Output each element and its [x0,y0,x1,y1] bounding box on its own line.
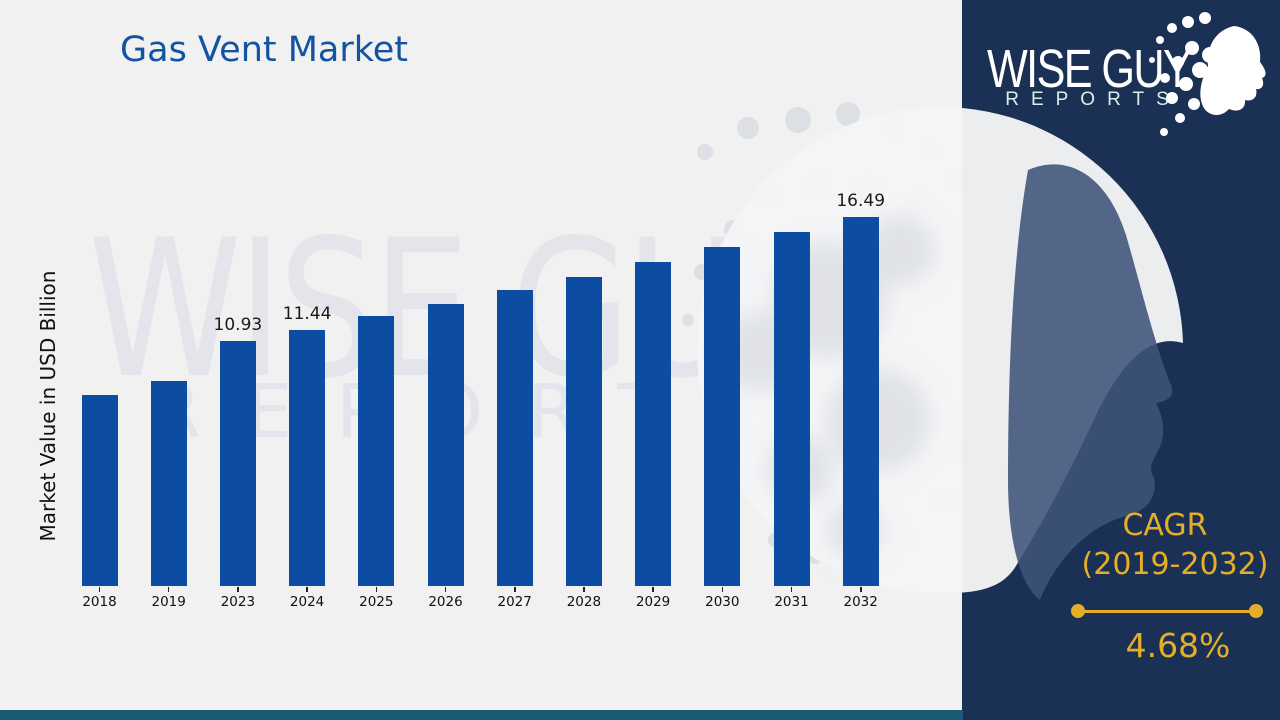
x-axis-tick [514,587,516,592]
bar-2031 [773,232,810,586]
x-axis-label-2025: 2025 [359,594,394,610]
bar-2030 [704,247,741,586]
x-axis-label-2026: 2026 [428,594,463,610]
x-axis-tick [237,587,239,592]
bottom-accent-strip [0,710,963,720]
x-axis-label-2024: 2024 [289,594,325,610]
x-axis-tick [98,587,101,592]
cagr-range: (2019-2032) [1081,547,1269,582]
bar-2029 [635,262,672,586]
bar-2032 [842,217,879,586]
decorative-head-art [697,106,1183,600]
x-axis-label-2031: 2031 [774,594,809,610]
cagr-heading: CAGR [1122,508,1208,543]
x-axis-tick [583,587,585,592]
cagr-value: 4.68% [1125,626,1231,665]
bar-2023 [219,341,256,586]
x-axis-label-2023: 2023 [220,594,256,610]
x-axis-tick [375,587,378,592]
x-axis-tick [860,587,862,592]
x-axis-label-2019: 2019 [151,594,186,610]
cagr-divider-line [1078,610,1256,613]
face-profile-silhouette [1008,164,1173,600]
bar-2026 [427,304,464,586]
bar-2018 [81,395,118,586]
bar-2024 [289,330,326,586]
bar-2019 [150,381,187,586]
x-axis-label-2028: 2028 [566,594,602,610]
bar-2028 [565,277,602,586]
x-axis-label-2029: 2029 [635,594,671,610]
x-axis-label-2018: 2018 [82,594,117,610]
cagr-line-left-dot [1071,604,1085,618]
x-axis-label-2027: 2027 [497,594,532,610]
x-axis-tick [444,587,447,592]
chart-title: Gas Vent Market [120,30,409,70]
watermark-dot [682,314,694,326]
x-axis-tick [721,587,724,592]
logo-wordmark: WISE GUY [987,39,1192,99]
bar-2025 [358,316,395,586]
y-axis-label: Market Value in USD Billion [36,270,60,542]
bar-value-label-2032: 16.49 [836,191,886,211]
watermark-dot [785,107,811,133]
x-axis-tick [652,587,654,592]
bar-value-label-2024: 11.44 [282,304,332,324]
x-axis-tick [306,587,308,592]
watermark-dot [737,117,759,139]
head-profile-icon [1149,12,1266,136]
bar-value-label-2023: 10.93 [213,315,263,335]
x-axis-tick [167,587,170,592]
x-axis-label-2032: 2032 [843,594,878,610]
x-axis-label-2030: 2030 [705,594,740,610]
cagr-line-right-dot [1249,604,1263,618]
bar-2027 [496,290,533,586]
watermark-dot [697,144,713,160]
x-axis-tick [790,587,793,592]
logo-reports-label: REPORTS [1005,89,1181,110]
